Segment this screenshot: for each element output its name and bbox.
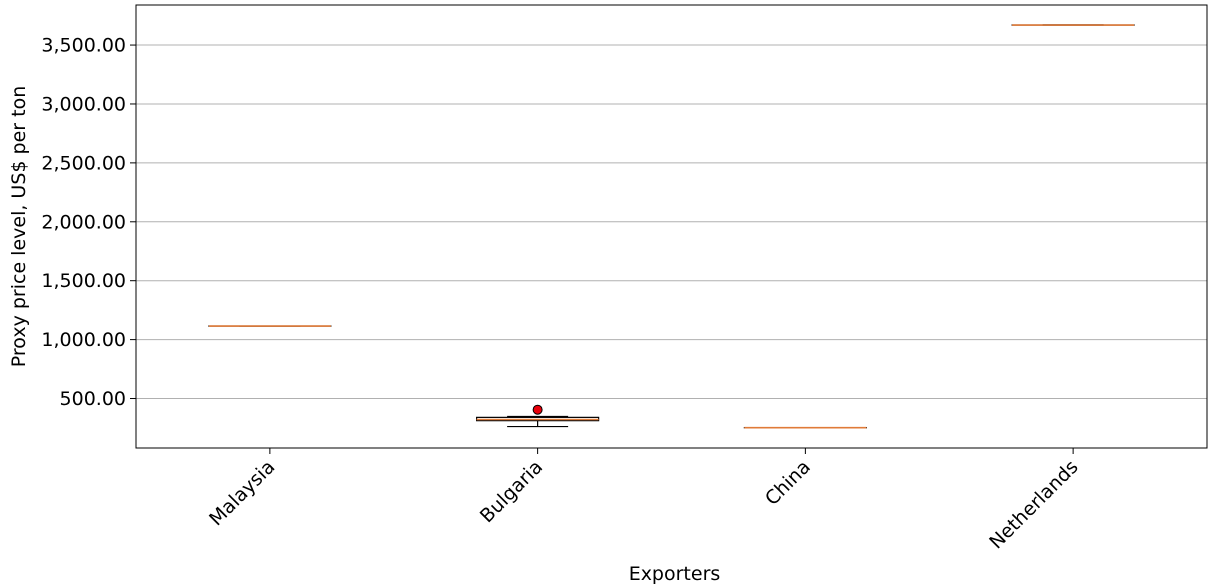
x-axis: Malaysia Bulgaria China Netherlands xyxy=(205,448,1083,553)
box-series xyxy=(208,24,1135,429)
x-tick-label: Bulgaria xyxy=(476,456,547,527)
y-tick-label: 2,500.00 xyxy=(41,152,126,174)
y-tick-label: 1,000.00 xyxy=(41,329,126,351)
x-tick-label: Malaysia xyxy=(205,456,279,530)
y-axis: 500.00 1,000.00 1,500.00 2,000.00 2,500.00 3,… xyxy=(41,35,136,410)
outlier-point xyxy=(532,404,543,415)
y-tick-label: 3,500.00 xyxy=(41,35,126,57)
y-tick-label: 2,000.00 xyxy=(41,211,126,233)
y-tick-label: 500.00 xyxy=(60,388,126,410)
x-axis-label: Exporters xyxy=(629,563,721,585)
x-tick-label: China xyxy=(761,456,815,510)
y-axis-label: Proxy price level, US$ per ton xyxy=(8,86,30,367)
plot-frame xyxy=(135,4,1208,449)
grid-lines xyxy=(136,44,1207,400)
box-bulgaria xyxy=(476,404,600,428)
y-tick-label: 1,500.00 xyxy=(41,270,126,292)
y-tick-label: 3,000.00 xyxy=(41,93,126,115)
x-tick-label: Netherlands xyxy=(985,456,1082,553)
